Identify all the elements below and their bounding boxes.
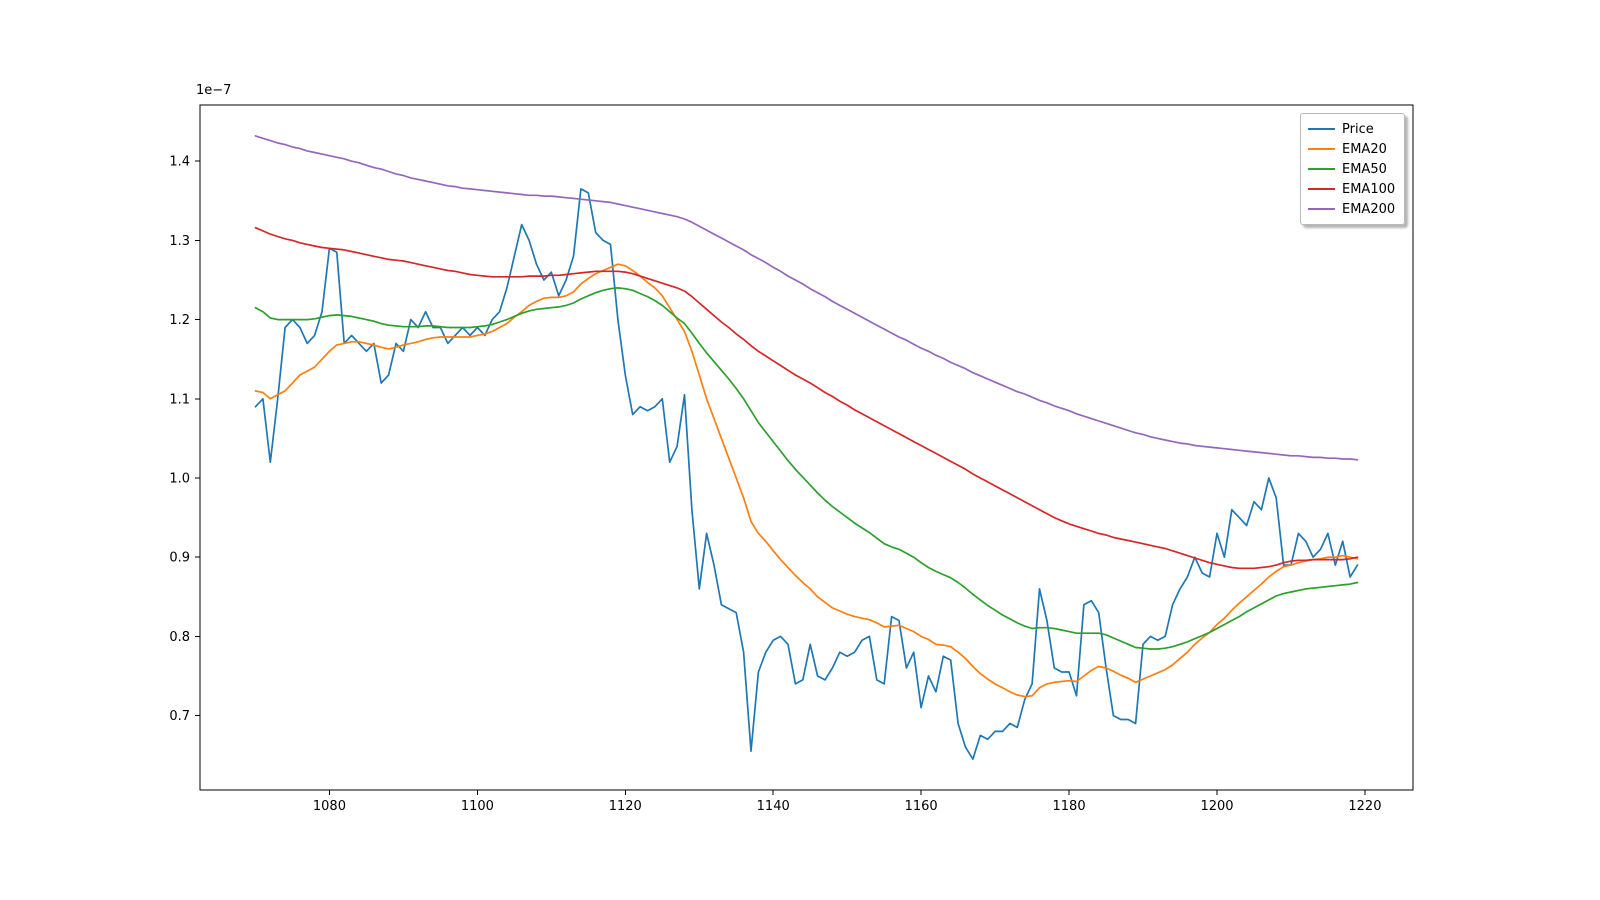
ema20-line [254,263,1359,698]
y-tick-label: 0.8 [169,630,190,645]
y-tick-label: 1.3 [169,234,190,249]
x-tick-label: 1220 [1348,799,1381,814]
ema200-line [254,135,1359,461]
legend-entry-ema20: EMA20 [1308,139,1395,159]
x-axis: 1080 1100 1120 1140 1160 1180 1200 1220 [313,790,1381,814]
y-tick-label: 1.0 [169,471,190,486]
x-tick-label: 1200 [1200,799,1233,814]
y-tick-label: 0.7 [169,709,190,724]
y-tick-label: 1.1 [169,392,190,407]
y-tick-label: 0.9 [169,551,190,566]
legend-entry-ema50: EMA50 [1308,159,1395,179]
x-tick-label: 1140 [757,799,790,814]
x-tick-label: 1120 [609,799,642,814]
x-tick-label: 1080 [313,799,346,814]
y-tick-label: 1.4 [169,155,190,170]
legend-label: Price [1342,121,1374,137]
price-legend-line-icon [1308,128,1335,130]
ema200-legend-line-icon [1308,208,1335,210]
x-tick-label: 1160 [905,799,938,814]
x-tick-label: 1180 [1053,799,1086,814]
legend-label: EMA200 [1342,201,1396,217]
ema20-legend-line-icon [1308,148,1335,150]
ema50-legend-line-icon [1308,168,1335,170]
plot-frame [199,104,1414,791]
axis-offset-label: 1e−7 [196,83,232,98]
y-tick-label: 1.2 [169,313,190,328]
ema100-line [254,226,1359,570]
y-axis: 0.7 0.8 0.9 1.0 1.1 1.2 1.3 1.4 [169,155,200,724]
legend-entry-ema100: EMA100 [1308,179,1395,199]
ema100-legend-line-icon [1308,188,1335,190]
legend-entry-price: Price [1308,119,1395,139]
x-tick-label: 1100 [461,799,494,814]
legend-entry-ema200: EMA200 [1308,199,1395,219]
legend-label: EMA100 [1342,181,1396,197]
legend-label: EMA20 [1342,141,1387,157]
legend-label: EMA50 [1342,161,1387,177]
legend: Price EMA20 EMA50 EMA100 EMA200 [1300,113,1406,225]
price-line [254,188,1359,760]
ema50-line [254,287,1359,650]
